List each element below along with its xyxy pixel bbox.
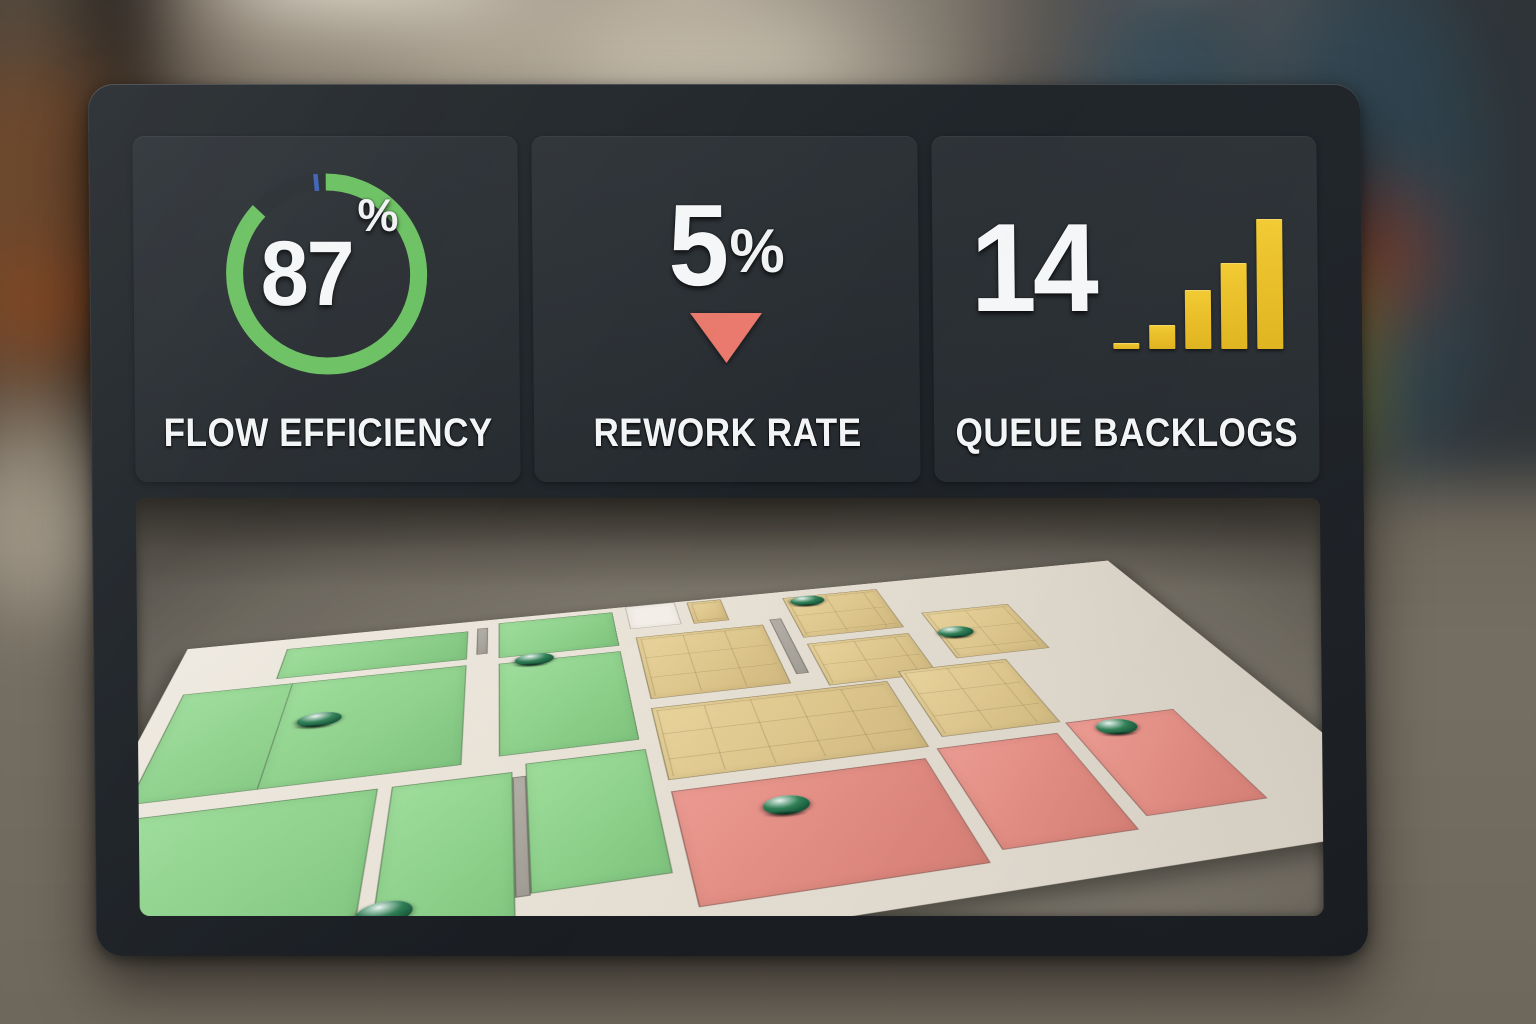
floorplan-model bbox=[135, 560, 1324, 916]
bar-3 bbox=[1185, 290, 1212, 349]
kpi-card-queue-backlogs[interactable]: 14 QUEUE BACKLOGS bbox=[930, 136, 1320, 483]
rework-rate-visual: 5 % bbox=[532, 136, 920, 411]
bar-sparkline-icon bbox=[1113, 218, 1284, 349]
floorplan-zone-grey bbox=[476, 627, 489, 655]
flow-efficiency-readout: 87 % bbox=[217, 166, 435, 382]
floorplan-marker[interactable] bbox=[937, 625, 975, 639]
kpi-label-queue-backlogs: QUEUE BACKLOGS bbox=[955, 411, 1299, 456]
floorplan-marker[interactable] bbox=[789, 595, 825, 607]
trend-down-icon bbox=[689, 312, 763, 363]
rework-rate-value: 5 bbox=[667, 179, 727, 310]
kpi-label-rework-rate: REWORK RATE bbox=[592, 411, 862, 456]
display-panel-wrapper: 87 % FLOW EFFICIENCY 5 % bbox=[87, 84, 1369, 956]
flow-efficiency-visual: 87 % bbox=[132, 136, 520, 411]
bg-ceiling-light bbox=[190, 0, 510, 10]
kpi-label-flow-efficiency: FLOW EFFICIENCY bbox=[162, 411, 493, 456]
rework-rate-readout: 5 % bbox=[665, 179, 786, 310]
bar-5 bbox=[1256, 218, 1284, 349]
zone-grid bbox=[691, 601, 725, 622]
kpi-card-flow-efficiency[interactable]: 87 % FLOW EFFICIENCY bbox=[132, 136, 521, 483]
bar-2 bbox=[1149, 325, 1176, 349]
kpi-row: 87 % FLOW EFFICIENCY 5 % bbox=[132, 136, 1320, 483]
queue-backlogs-value: 14 bbox=[970, 196, 1096, 338]
flow-efficiency-unit: % bbox=[357, 188, 399, 241]
queue-backlogs-visual: 14 bbox=[931, 136, 1319, 411]
floorplan-camera-feed[interactable] bbox=[135, 498, 1324, 916]
flow-efficiency-value: 87 bbox=[260, 222, 354, 325]
rework-rate-unit: % bbox=[729, 216, 786, 286]
donut-gauge-icon: 87 % bbox=[217, 166, 435, 382]
bar-1 bbox=[1113, 343, 1140, 349]
bar-4 bbox=[1220, 262, 1248, 349]
dashboard-panel: 87 % FLOW EFFICIENCY 5 % bbox=[87, 84, 1369, 956]
kpi-card-rework-rate[interactable]: 5 % REWORK RATE bbox=[531, 136, 921, 483]
zone-grid bbox=[640, 627, 786, 696]
